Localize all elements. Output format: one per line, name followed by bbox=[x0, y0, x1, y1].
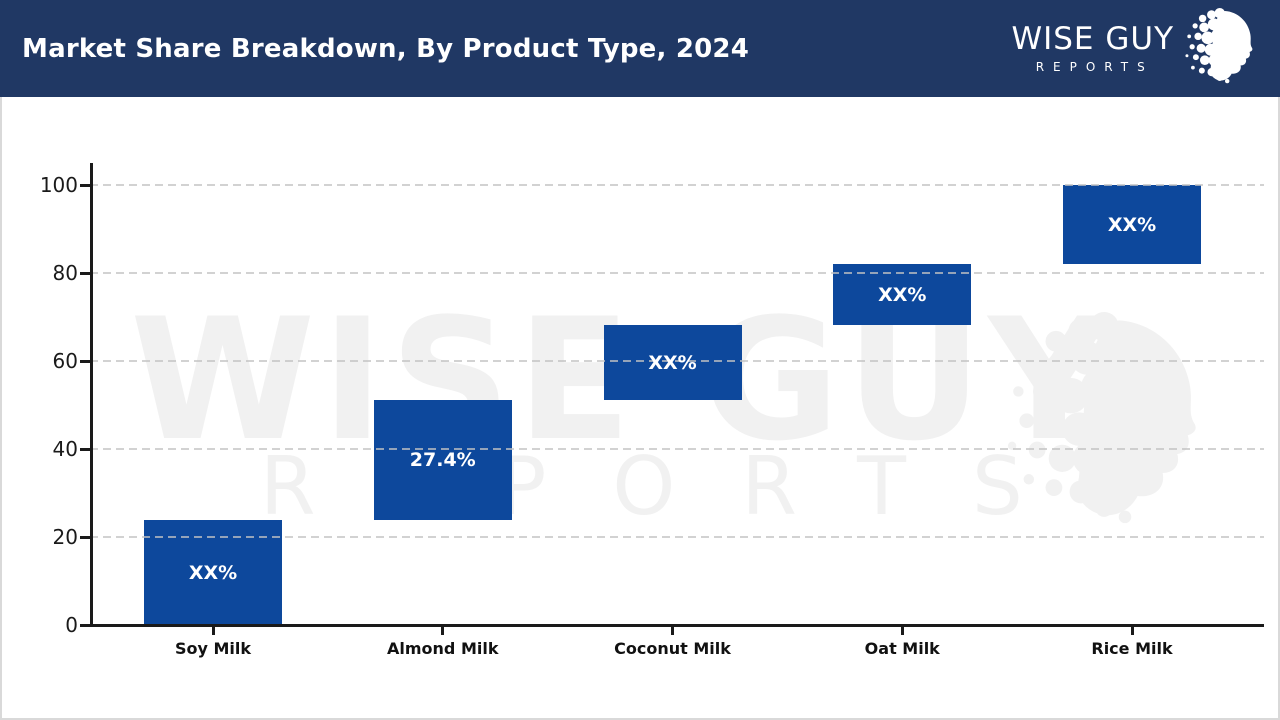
gridline bbox=[90, 360, 1264, 362]
x-tick-mark bbox=[671, 627, 674, 635]
y-tick-label: 20 bbox=[52, 525, 78, 549]
bar-value-label: XX% bbox=[1107, 213, 1157, 236]
header-bar: Market Share Breakdown, By Product Type,… bbox=[0, 0, 1280, 97]
bar-value-label: XX% bbox=[188, 561, 238, 584]
y-tick-mark bbox=[80, 447, 90, 451]
x-tick-label: Soy Milk bbox=[174, 639, 252, 658]
gridline bbox=[90, 272, 1264, 274]
x-tick-mark bbox=[1130, 627, 1134, 635]
wise-guy-reports-logo: WISE GUY REPORTS bbox=[1011, 7, 1262, 90]
bar bbox=[1063, 185, 1201, 265]
page-title: Market Share Breakdown, By Product Type,… bbox=[22, 33, 749, 64]
y-tick-label: 60 bbox=[52, 349, 78, 373]
bar bbox=[603, 325, 742, 400]
y-tick-label: 40 bbox=[52, 437, 78, 461]
gridline bbox=[90, 536, 1264, 538]
bar-value-label: XX% bbox=[878, 283, 927, 306]
bar-value-label: XX% bbox=[648, 351, 697, 374]
x-tick-label: Almond Milk bbox=[387, 639, 499, 658]
x-tick-mark bbox=[211, 627, 215, 635]
y-tick-mark bbox=[80, 623, 90, 627]
logo-dotted-head-profile-icon bbox=[1185, 7, 1253, 83]
bar-value-label: 27.4% bbox=[409, 449, 476, 471]
logo-wise-guy-text: WISE GUY bbox=[1011, 21, 1174, 57]
y-axis-spine bbox=[90, 163, 93, 627]
bar bbox=[373, 399, 512, 521]
x-tick-mark bbox=[900, 627, 904, 635]
x-axis-spine bbox=[90, 624, 1264, 627]
logo-reports-text: REPORTS bbox=[1035, 60, 1154, 74]
x-tick-label: Oat Milk bbox=[864, 639, 940, 658]
x-tick-label: Rice Milk bbox=[1091, 639, 1173, 658]
y-tick-mark bbox=[80, 183, 90, 187]
x-tick-label: Coconut Milk bbox=[614, 639, 731, 658]
gridline bbox=[90, 184, 1264, 186]
y-tick-mark bbox=[80, 535, 90, 539]
gridline bbox=[90, 448, 1264, 450]
bar bbox=[833, 264, 972, 326]
y-tick-label: 0 bbox=[65, 613, 78, 637]
y-tick-mark bbox=[80, 271, 90, 275]
logo-text: WISE GUY REPORTS bbox=[1011, 21, 1174, 74]
y-tick-mark bbox=[80, 359, 90, 363]
x-tick-mark bbox=[441, 627, 445, 635]
y-tick-label: 80 bbox=[52, 261, 78, 285]
y-tick-label: 100 bbox=[39, 173, 78, 197]
